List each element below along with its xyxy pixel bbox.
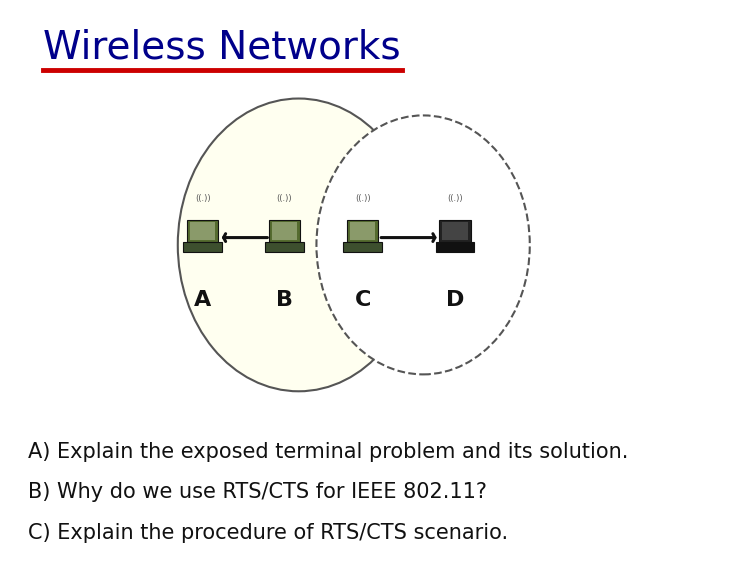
Bar [442, 222, 468, 240]
Text: ((.)): ((.)) [277, 194, 293, 203]
Bar [436, 242, 475, 252]
Bar [183, 242, 222, 252]
Text: A: A [194, 290, 211, 310]
Text: A) Explain the exposed terminal problem and its solution.: A) Explain the exposed terminal problem … [29, 442, 629, 462]
Bar [271, 222, 297, 240]
Bar [187, 220, 218, 242]
Bar [350, 222, 375, 240]
Text: B) Why do we use RTS/CTS for IEEE 802.11?: B) Why do we use RTS/CTS for IEEE 802.11… [29, 482, 487, 503]
Bar [439, 220, 471, 242]
Text: C) Explain the procedure of RTS/CTS scenario.: C) Explain the procedure of RTS/CTS scen… [29, 523, 508, 543]
Bar [268, 220, 300, 242]
Text: ((.)): ((.)) [447, 194, 463, 203]
Text: C: C [354, 290, 371, 310]
Ellipse shape [177, 99, 420, 391]
Text: B: B [276, 290, 293, 310]
Ellipse shape [317, 115, 529, 374]
Text: D: D [446, 290, 464, 310]
Text: ((.)): ((.)) [355, 194, 371, 203]
Bar [344, 242, 382, 252]
Bar [265, 242, 304, 252]
Bar [190, 222, 216, 240]
Text: ((.)): ((.)) [195, 194, 211, 203]
Bar [347, 220, 378, 242]
Text: Wireless Networks: Wireless Networks [43, 28, 400, 66]
